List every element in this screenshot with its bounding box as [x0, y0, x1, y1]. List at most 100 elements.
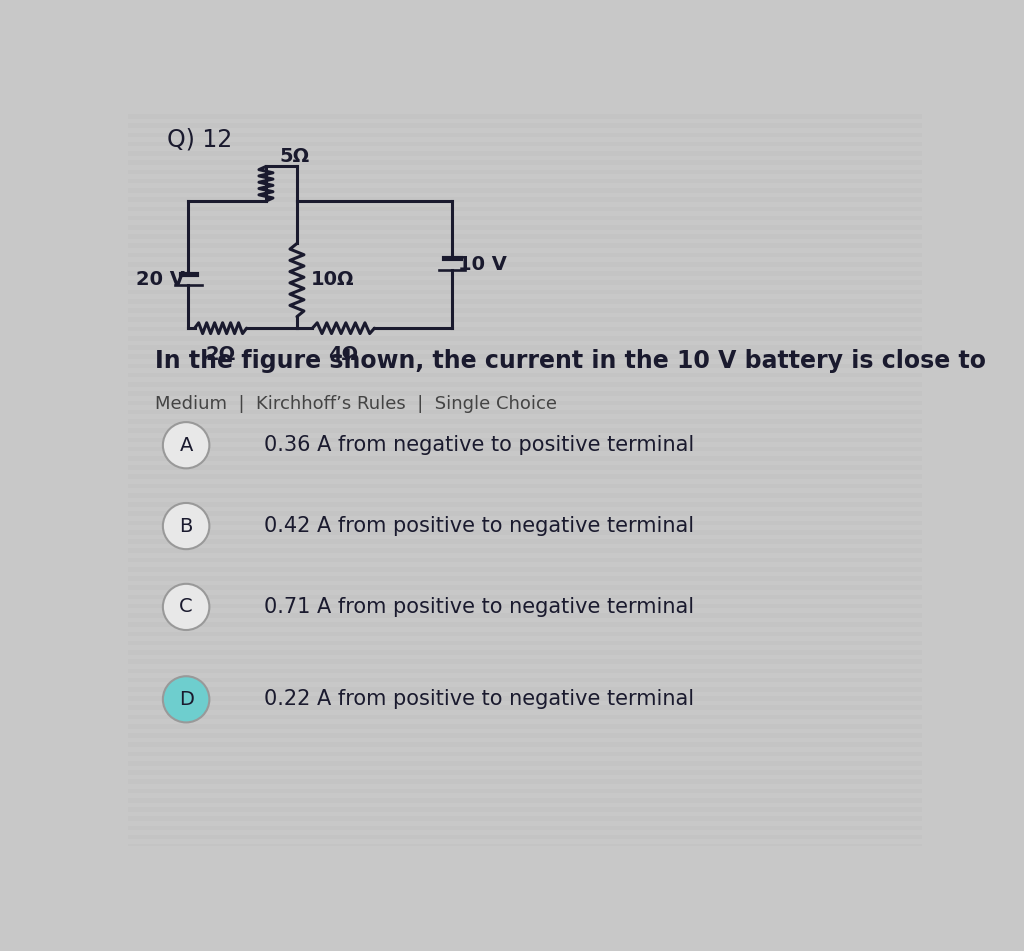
Bar: [128, 447, 922, 452]
Bar: [128, 835, 922, 840]
Bar: [128, 696, 922, 701]
Bar: [128, 124, 922, 128]
Bar: [128, 678, 922, 683]
Bar: [128, 382, 922, 387]
Text: 0.42 A from positive to negative terminal: 0.42 A from positive to negative termina…: [263, 516, 693, 536]
Text: D: D: [178, 689, 194, 708]
Bar: [128, 549, 922, 553]
Bar: [128, 345, 922, 350]
Bar: [128, 419, 922, 423]
Bar: [128, 807, 922, 812]
Bar: [128, 400, 922, 405]
Bar: [128, 613, 922, 618]
Text: 10 V: 10 V: [458, 255, 507, 274]
Bar: [128, 780, 922, 784]
Bar: [128, 225, 922, 229]
Bar: [128, 355, 922, 359]
Bar: [128, 502, 922, 507]
Bar: [128, 641, 922, 646]
Bar: [128, 132, 922, 137]
Text: 0.22 A from positive to negative terminal: 0.22 A from positive to negative termina…: [263, 689, 693, 709]
Bar: [128, 308, 922, 313]
Circle shape: [163, 422, 209, 468]
Bar: [128, 290, 922, 294]
Bar: [128, 243, 922, 248]
Text: 0.71 A from positive to negative terminal: 0.71 A from positive to negative termina…: [263, 597, 693, 617]
Bar: [128, 428, 922, 433]
Bar: [128, 206, 922, 211]
Bar: [128, 363, 922, 368]
Text: In the figure shown, the current in the 10 V battery is close to: In the figure shown, the current in the …: [155, 349, 986, 373]
Bar: [128, 318, 922, 322]
Bar: [128, 604, 922, 609]
Text: 10Ω: 10Ω: [311, 270, 354, 289]
Bar: [128, 770, 922, 775]
Bar: [128, 179, 922, 184]
Bar: [128, 594, 922, 599]
Circle shape: [163, 503, 209, 549]
Text: Medium  |  Kirchhoff’s Rules  |  Single Choice: Medium | Kirchhoff’s Rules | Single Choi…: [155, 396, 557, 413]
Bar: [128, 622, 922, 627]
Text: B: B: [179, 516, 193, 535]
Text: Q) 12: Q) 12: [167, 128, 232, 152]
Bar: [128, 825, 922, 830]
Bar: [128, 493, 922, 497]
Bar: [128, 751, 922, 756]
Bar: [128, 142, 922, 146]
Bar: [128, 336, 922, 340]
Bar: [128, 521, 922, 525]
Bar: [128, 567, 922, 572]
Text: 5Ω: 5Ω: [280, 147, 310, 166]
Bar: [128, 539, 922, 544]
Bar: [128, 788, 922, 793]
Bar: [128, 512, 922, 516]
Circle shape: [163, 676, 209, 723]
Bar: [128, 437, 922, 442]
Bar: [128, 299, 922, 303]
Text: 20 V: 20 V: [136, 270, 184, 289]
Bar: [128, 234, 922, 239]
Bar: [128, 706, 922, 710]
Bar: [128, 484, 922, 489]
Bar: [128, 262, 922, 266]
Bar: [128, 456, 922, 460]
Bar: [128, 715, 922, 719]
Bar: [128, 761, 922, 766]
Text: 2Ω: 2Ω: [206, 345, 236, 364]
Bar: [128, 816, 922, 821]
Bar: [128, 465, 922, 470]
Bar: [128, 169, 922, 174]
Bar: [128, 253, 922, 258]
Bar: [128, 530, 922, 534]
Bar: [128, 373, 922, 378]
Bar: [128, 391, 922, 396]
Bar: [128, 669, 922, 673]
Bar: [128, 197, 922, 202]
Bar: [128, 650, 922, 654]
Bar: [128, 161, 922, 165]
Bar: [128, 326, 922, 331]
Bar: [128, 188, 922, 193]
Bar: [128, 687, 922, 691]
Bar: [128, 557, 922, 562]
Bar: [128, 475, 922, 479]
Bar: [128, 798, 922, 803]
Text: 4Ω: 4Ω: [329, 345, 358, 364]
Bar: [128, 733, 922, 738]
Text: C: C: [179, 597, 193, 616]
Bar: [128, 659, 922, 664]
Bar: [128, 410, 922, 415]
Bar: [128, 631, 922, 636]
Bar: [128, 281, 922, 285]
Text: 0.36 A from negative to positive terminal: 0.36 A from negative to positive termina…: [263, 436, 694, 456]
Bar: [128, 586, 922, 590]
Bar: [128, 216, 922, 221]
Text: A: A: [179, 436, 193, 455]
Bar: [128, 844, 922, 848]
Bar: [128, 114, 922, 119]
Circle shape: [163, 584, 209, 630]
Bar: [128, 743, 922, 747]
Bar: [128, 271, 922, 276]
Bar: [128, 151, 922, 156]
Bar: [128, 724, 922, 728]
